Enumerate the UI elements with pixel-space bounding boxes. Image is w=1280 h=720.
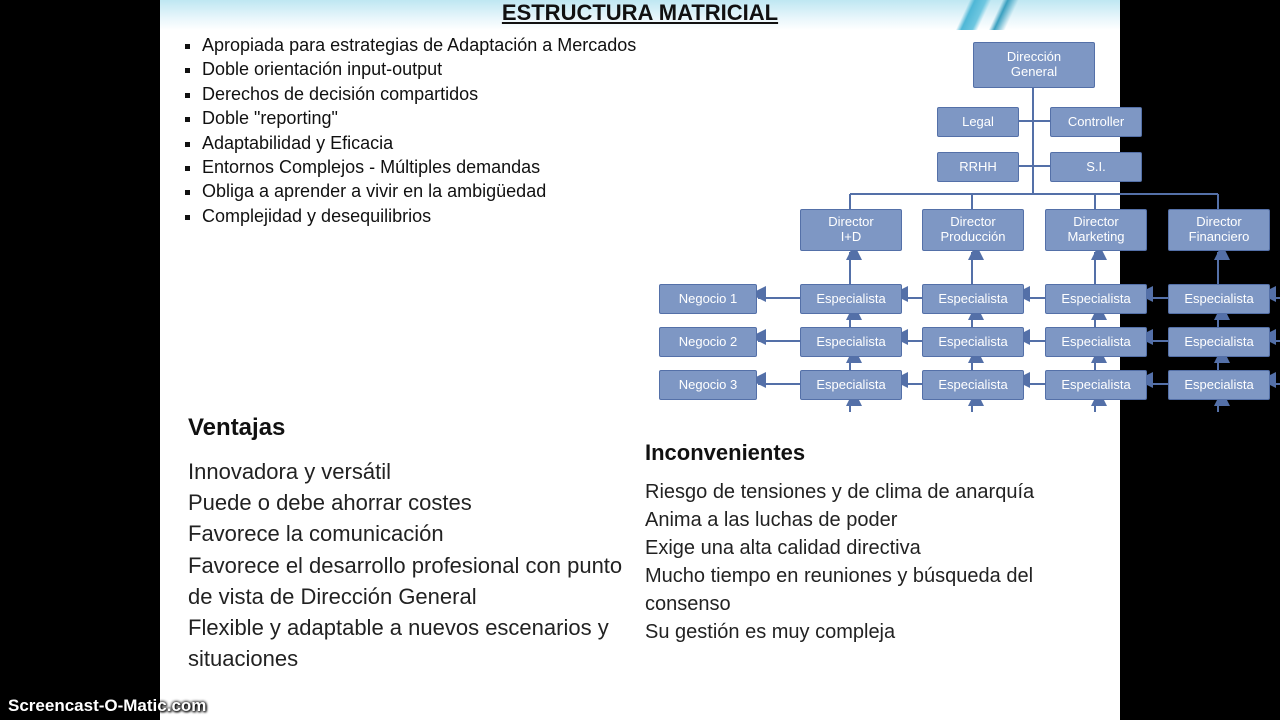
org-node-e31: Especialista xyxy=(800,370,902,400)
org-node-e21: Especialista xyxy=(800,327,902,357)
ventajas-item: Favorece la comunicación xyxy=(188,518,643,549)
inconvenientes-item: Mucho tiempo en reuniones y búsqueda del… xyxy=(645,562,1115,618)
ventajas-item: Puede o debe ahorrar costes xyxy=(188,487,643,518)
org-node-legal: Legal xyxy=(937,107,1019,137)
org-node-dg: Dirección General xyxy=(973,42,1095,88)
org-node-d4: Director Financiero xyxy=(1168,209,1270,251)
org-node-n3: Negocio 3 xyxy=(659,370,757,400)
org-node-e24: Especialista xyxy=(1168,327,1270,357)
org-node-d3: Director Marketing xyxy=(1045,209,1147,251)
org-node-si: S.I. xyxy=(1050,152,1142,182)
ventajas-heading: Ventajas xyxy=(188,414,285,442)
org-node-e14: Especialista xyxy=(1168,284,1270,314)
org-node-e34: Especialista xyxy=(1168,370,1270,400)
org-node-controller: Controller xyxy=(1050,107,1142,137)
org-node-e13: Especialista xyxy=(1045,284,1147,314)
inconvenientes-item: Su gestión es muy compleja xyxy=(645,618,1115,646)
org-node-e11: Especialista xyxy=(800,284,902,314)
org-node-e22: Especialista xyxy=(922,327,1024,357)
org-chart: Dirección GeneralLegalControllerRRHHS.I.… xyxy=(490,34,1120,414)
org-node-e23: Especialista xyxy=(1045,327,1147,357)
org-node-n2: Negocio 2 xyxy=(659,327,757,357)
org-node-e32: Especialista xyxy=(922,370,1024,400)
org-node-e12: Especialista xyxy=(922,284,1024,314)
inconvenientes-heading: Inconvenientes xyxy=(645,440,805,466)
org-node-e33: Especialista xyxy=(1045,370,1147,400)
inconvenientes-item: Exige una alta calidad directiva xyxy=(645,534,1115,562)
watermark: Screencast-O-Matic.com xyxy=(8,696,206,716)
ventajas-item: Flexible y adaptable a nuevos escenarios… xyxy=(188,612,643,674)
org-node-rrhh: RRHH xyxy=(937,152,1019,182)
slide-title: ESTRUCTURA MATRICIAL xyxy=(160,0,1120,26)
inconvenientes-list: Riesgo de tensiones y de clima de anarqu… xyxy=(645,478,1115,646)
ventajas-item: Favorece el desarrollo profesional con p… xyxy=(188,550,643,612)
inconvenientes-item: Riesgo de tensiones y de clima de anarqu… xyxy=(645,478,1115,506)
ventajas-list: Innovadora y versátilPuede o debe ahorra… xyxy=(188,456,643,675)
inconvenientes-item: Anima a las luchas de poder xyxy=(645,506,1115,534)
org-node-n1: Negocio 1 xyxy=(659,284,757,314)
ventajas-item: Innovadora y versátil xyxy=(188,456,643,487)
org-node-d2: Director Producción xyxy=(922,209,1024,251)
slide: ESTRUCTURA MATRICIAL Apropiada para estr… xyxy=(160,0,1120,720)
org-node-d1: Director I+D xyxy=(800,209,902,251)
